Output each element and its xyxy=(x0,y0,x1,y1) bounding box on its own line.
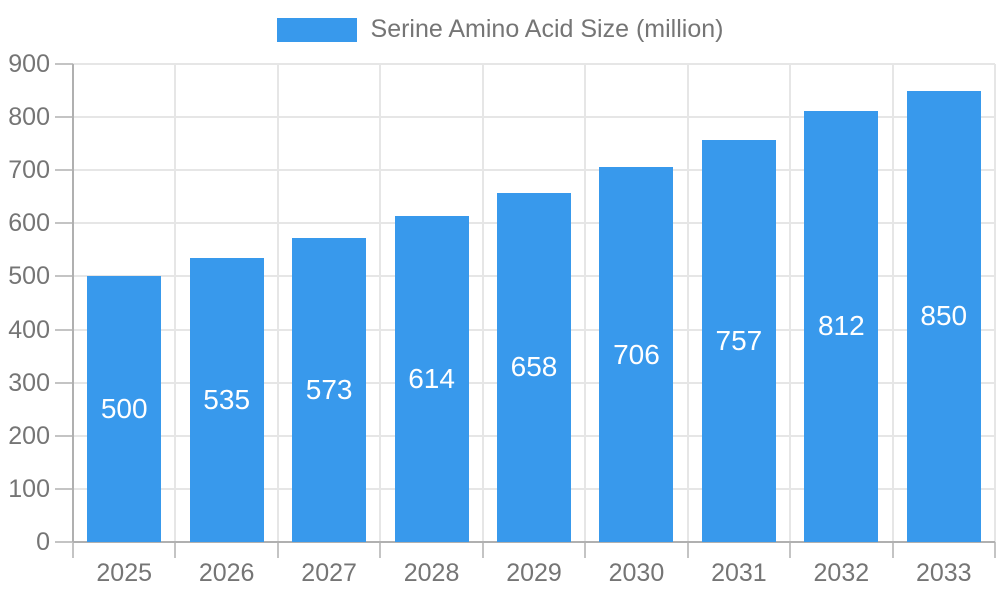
bar-value-label: 573 xyxy=(305,373,353,405)
y-tick-label: 600 xyxy=(8,209,50,238)
y-tick-mark xyxy=(55,381,73,384)
x-tick-mark xyxy=(686,542,689,558)
gridline-vertical xyxy=(891,64,894,542)
x-tick-mark xyxy=(584,542,587,558)
y-tick-label: 500 xyxy=(8,262,50,291)
gridline-vertical xyxy=(174,64,177,542)
x-tick-label: 2030 xyxy=(608,559,665,587)
bar-2025[interactable]: 500 xyxy=(87,276,162,542)
x-tick-mark xyxy=(891,542,894,558)
y-tick-label: 400 xyxy=(8,315,50,344)
y-tick-mark xyxy=(55,434,73,437)
y-tick-mark xyxy=(55,116,73,119)
bar-2032[interactable]: 812 xyxy=(804,110,879,542)
y-tick-mark xyxy=(55,169,73,172)
x-tick-mark xyxy=(994,542,996,558)
gridline-horizontal xyxy=(73,116,995,119)
x-tick-label: 2028 xyxy=(403,559,460,587)
x-tick-mark xyxy=(174,542,177,558)
y-tick-mark xyxy=(55,222,73,225)
x-tick-label: 2029 xyxy=(506,559,562,587)
x-tick-mark xyxy=(481,542,484,558)
bar-2030[interactable]: 706 xyxy=(599,167,674,542)
x-tick-label: 2025 xyxy=(96,559,153,587)
y-tick-mark xyxy=(55,275,73,278)
gridline-horizontal xyxy=(73,63,995,65)
legend-item[interactable]: Serine Amino Acid Size (million) xyxy=(276,15,724,44)
bar-value-label: 757 xyxy=(715,324,763,356)
bar-value-label: 706 xyxy=(613,338,660,370)
gridline-vertical xyxy=(789,64,792,542)
x-tick-mark xyxy=(72,542,74,558)
bar-2027[interactable]: 573 xyxy=(292,237,367,542)
plot-area: 0 100 200 300 400 500 600 700 800 900 500 2025 535 20… xyxy=(8,50,996,587)
y-tick-label: 0 xyxy=(36,528,50,556)
gridline-vertical xyxy=(584,64,587,542)
y-tick-label: 900 xyxy=(8,50,50,78)
bar-value-label: 658 xyxy=(510,351,558,383)
bar-2031[interactable]: 757 xyxy=(701,139,776,542)
y-tick-label: 700 xyxy=(8,156,50,185)
y-tick-label: 100 xyxy=(8,474,50,503)
y-tick-label: 200 xyxy=(8,421,50,450)
y-tick-mark xyxy=(55,487,73,490)
bar-2029[interactable]: 658 xyxy=(497,192,571,542)
x-tick-mark xyxy=(276,542,279,558)
y-tick-label: 800 xyxy=(8,103,50,132)
gridline-vertical xyxy=(276,64,279,542)
bar-value-label: 614 xyxy=(408,362,455,394)
bar-value-label: 535 xyxy=(203,383,251,415)
bar-value-label: 500 xyxy=(100,393,148,425)
gridline-vertical xyxy=(686,64,689,542)
gridline-horizontal xyxy=(73,169,995,172)
bar-value-label: 850 xyxy=(920,300,968,332)
gridline-vertical xyxy=(379,64,382,542)
bar-2033[interactable]: 850 xyxy=(906,90,981,542)
legend: Serine Amino Acid Size (million) xyxy=(0,15,1000,44)
legend-label: Serine Amino Acid Size (million) xyxy=(370,15,724,43)
bar-2026[interactable]: 535 xyxy=(189,257,264,542)
x-tick-mark xyxy=(789,542,792,558)
bar-2028[interactable]: 614 xyxy=(394,215,469,542)
y-axis-line xyxy=(72,64,74,542)
y-tick-mark xyxy=(55,328,73,331)
gridline-vertical xyxy=(994,64,996,542)
y-tick-mark xyxy=(55,541,73,543)
legend-swatch-icon xyxy=(276,17,357,42)
y-tick-label: 300 xyxy=(8,368,50,397)
bar-value-label: 812 xyxy=(817,310,865,342)
x-tick-label: 2027 xyxy=(301,559,357,587)
x-tick-mark xyxy=(379,542,382,558)
x-tick-label: 2026 xyxy=(198,559,255,587)
y-tick-mark xyxy=(55,63,73,65)
x-axis-line xyxy=(73,541,995,543)
x-tick-label: 2033 xyxy=(915,559,972,587)
x-tick-label: 2031 xyxy=(711,559,767,587)
x-tick-label: 2032 xyxy=(813,559,870,587)
gridline-vertical xyxy=(481,64,484,542)
